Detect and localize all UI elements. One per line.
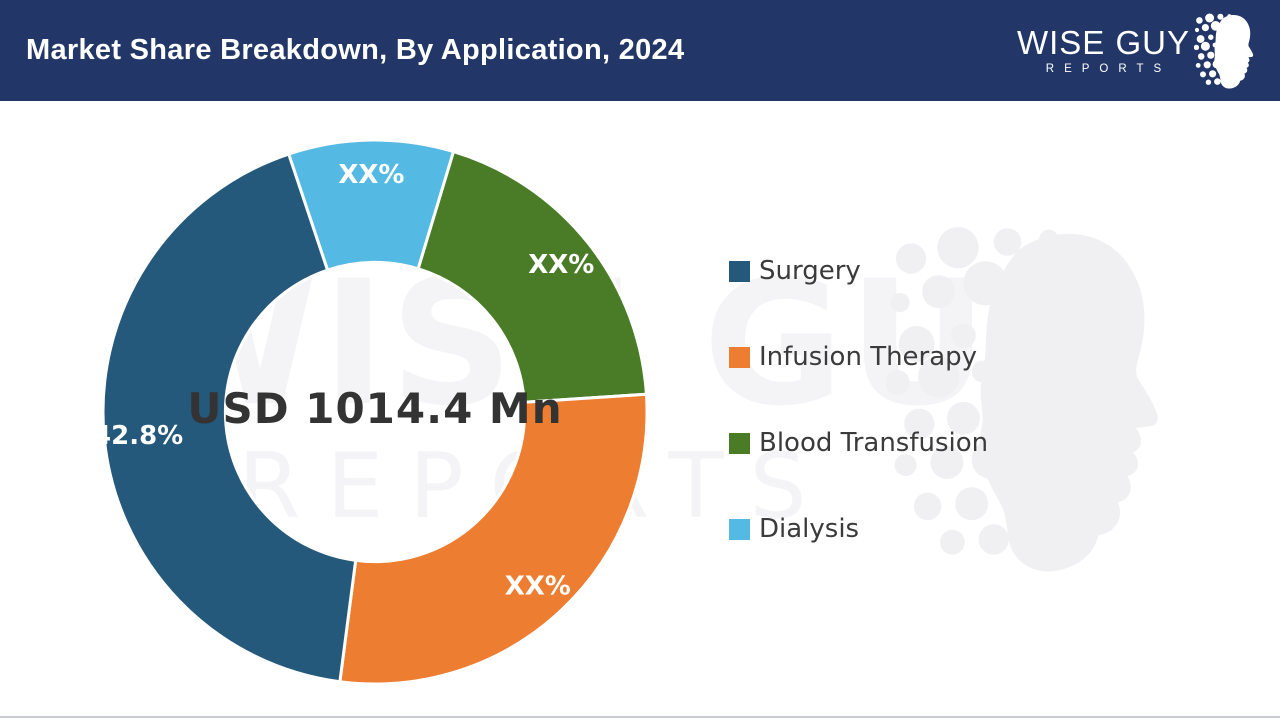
- brand-subtitle: REPORTS: [1045, 63, 1172, 75]
- legend-swatch-blood-transfusion: [729, 433, 750, 455]
- brand-logo-text: WISE GUY REPORTS: [1017, 26, 1190, 75]
- header-bar: Market Share Breakdown, By Application, …: [0, 0, 1280, 101]
- legend-item-blood-transfusion: Blood Transfusion: [729, 427, 989, 459]
- legend-item-dialysis: Dialysis: [729, 513, 988, 545]
- legend-swatch-dialysis: [729, 519, 750, 541]
- slice-value-label-infusion-therapy: XX%: [505, 572, 571, 602]
- legend-label-blood-transfusion: Blood Transfusion: [759, 427, 989, 458]
- legend-item-surgery: Surgery: [729, 256, 988, 287]
- donut-chart: XX% XX% XX% 42.8%: [93, 132, 655, 692]
- donut-slice-infusion-therapy: [338, 392, 649, 686]
- bottom-divider: [0, 716, 1280, 718]
- brand-logo: WISE GUY REPORTS: [1017, 12, 1254, 90]
- slice-value-label-dialysis: XX%: [338, 160, 404, 190]
- slice-value-label-surgery: 42.8%: [95, 421, 183, 451]
- legend-label-surgery: Surgery: [759, 256, 861, 286]
- legend-label-infusion-therapy: Infusion Therapy: [759, 341, 978, 372]
- center-value-label: USD 1014.4 Mn: [187, 384, 563, 433]
- donut-slice-surgery: [101, 152, 358, 684]
- slice-value-label-blood-transfusion: XX%: [528, 250, 594, 280]
- legend-item-infusion-therapy: Infusion Therapy: [729, 341, 988, 373]
- legend-swatch-infusion-therapy: [729, 347, 750, 369]
- chart-legend: Surgery Infusion Therapy Blood Transfusion…: [729, 256, 989, 545]
- legend-swatch-surgery: [729, 261, 750, 283]
- donut-slice-blood-transfusion: [416, 149, 649, 404]
- brand-head-icon: [1194, 12, 1254, 90]
- page-title: Market Share Breakdown, By Application, …: [26, 34, 685, 66]
- legend-label-dialysis: Dialysis: [759, 513, 860, 544]
- brand-name: WISE GUY: [1016, 24, 1190, 61]
